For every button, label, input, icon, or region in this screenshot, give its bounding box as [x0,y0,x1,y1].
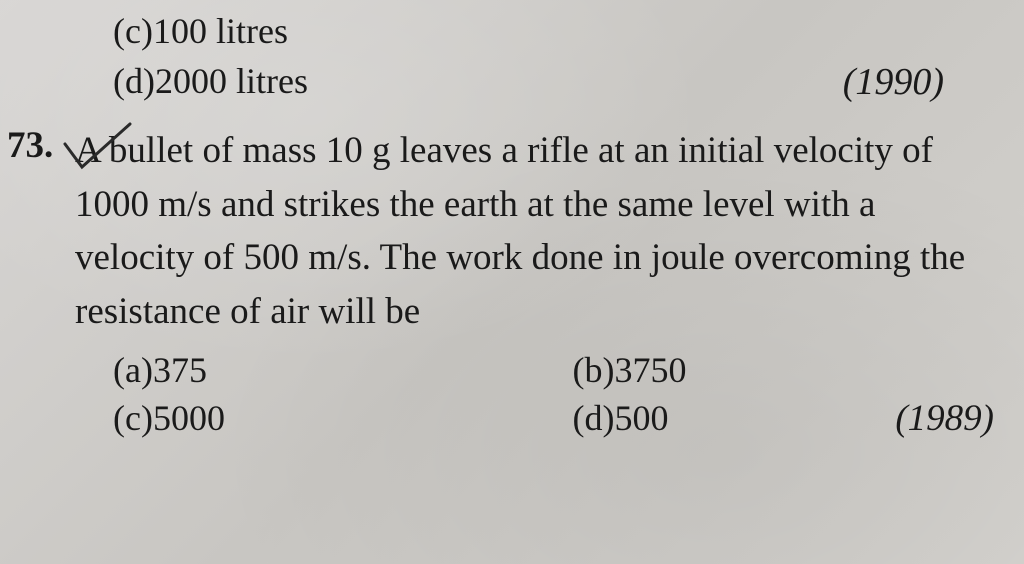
option-text: 100 litres [153,10,288,52]
question-number: 73. [5,124,75,167]
question-year: (1989) [895,397,994,440]
option-value: 3750 [614,349,994,391]
option-label: (a) [75,349,153,391]
option-label: (b) [535,349,615,391]
option-b: (b) 3750 [535,349,995,391]
question-73: 73. A bullet of mass 10 g leaves a rifle… [5,124,994,339]
page-content: (c) 100 litres (d) 2000 litres (1990) 73… [5,10,994,554]
question-text: A bullet of mass 10 g leaves a rifle at … [75,124,994,339]
option-label: (d) [5,60,155,102]
option-d: (d) 500 (1989) [535,397,995,440]
option-c: (c) 5000 [75,397,535,440]
option-value: 500 [614,397,865,439]
option-a: (a) 375 [75,349,535,391]
option-label: (d) [535,397,615,439]
question-year: (1990) [843,60,944,104]
option-label: (c) [75,397,153,439]
qnum-text: 73. [7,125,53,166]
options-grid: (a) 375 (b) 3750 (c) 5000 (d) 500 (1989) [5,349,994,440]
prev-option-c: (c) 100 litres [5,10,994,52]
option-value: 5000 [153,397,535,439]
option-value: 375 [153,349,535,391]
option-label: (c) [5,10,153,52]
option-text: 2000 litres [155,60,308,102]
prev-option-d: (d) 2000 litres (1990) [5,60,994,102]
